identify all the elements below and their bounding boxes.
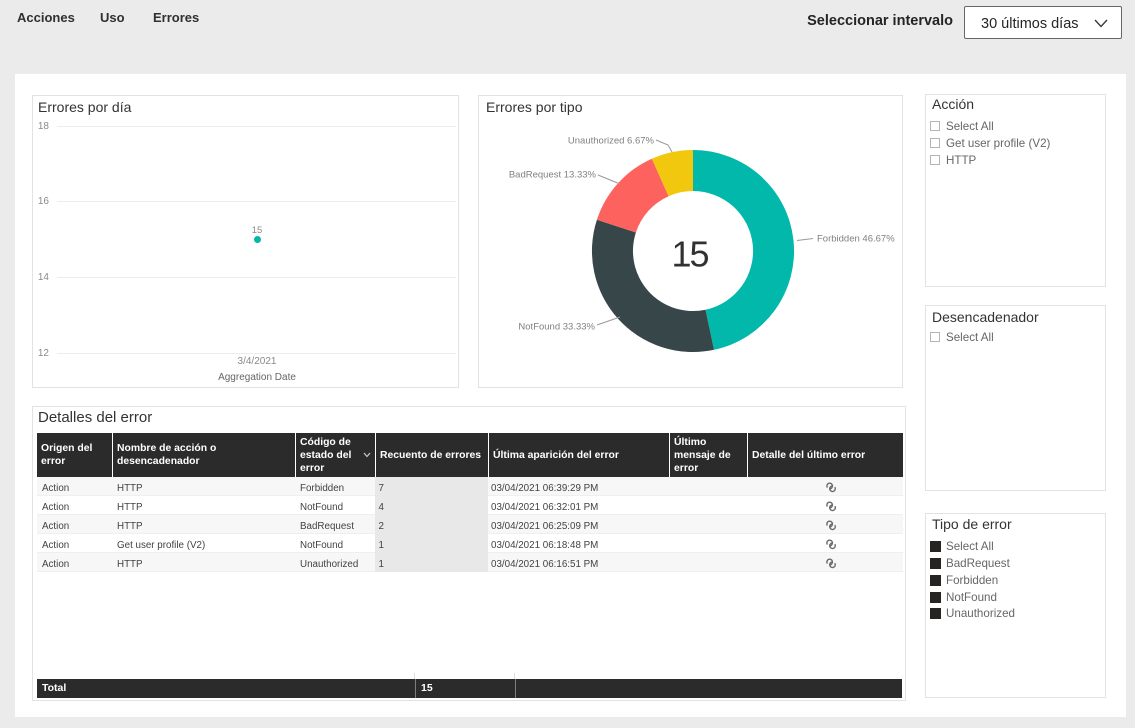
svg-text:BadRequest 13.33%: BadRequest 13.33% [509, 170, 597, 181]
svg-text:NotFound 33.33%: NotFound 33.33% [518, 322, 595, 333]
svg-text:15: 15 [671, 234, 708, 275]
svg-text:Unauthorized 6.67%: Unauthorized 6.67% [568, 136, 655, 147]
svg-text:Forbidden 46.67%: Forbidden 46.67% [817, 234, 895, 245]
